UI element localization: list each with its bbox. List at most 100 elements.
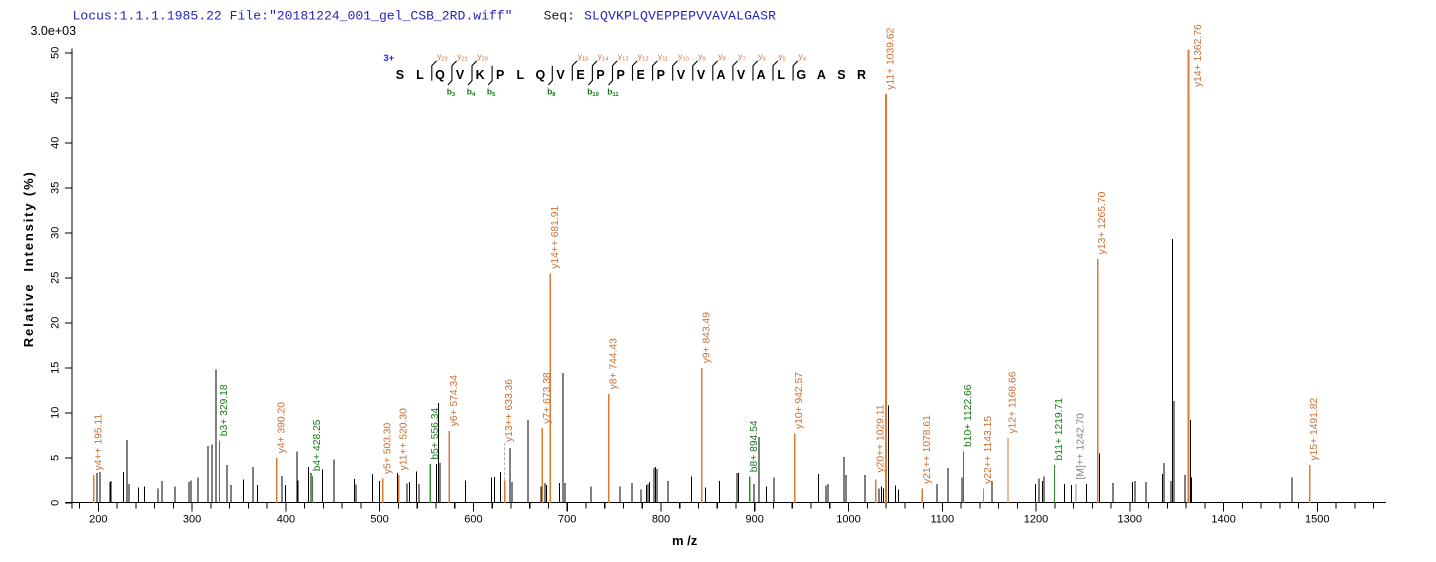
svg-text:3+: 3+ [383, 53, 394, 64]
svg-text:A: A [716, 68, 725, 82]
svg-text:Q: Q [435, 68, 445, 82]
svg-text:y22++ 1143.15: y22++ 1143.15 [983, 416, 994, 484]
svg-text:1400: 1400 [1211, 514, 1235, 526]
svg-text:y14+ 1362.76: y14+ 1362.76 [1193, 24, 1204, 87]
svg-text:E: E [637, 68, 645, 82]
svg-text:y4+ 390.20: y4+ 390.20 [276, 402, 287, 454]
svg-text:y9+ 843.49: y9+ 843.49 [701, 312, 712, 364]
svg-text:y8: y8 [718, 51, 725, 62]
svg-text:y10: y10 [678, 51, 689, 62]
svg-text:25: 25 [50, 272, 62, 284]
svg-text:y13: y13 [618, 51, 629, 62]
svg-text:200: 200 [89, 514, 107, 526]
svg-text:y6+ 574.34: y6+ 574.34 [449, 375, 460, 427]
svg-text:y15+ 1491.82: y15+ 1491.82 [1309, 398, 1320, 461]
svg-text:P: P [617, 68, 625, 82]
svg-text:400: 400 [277, 514, 295, 526]
svg-text:b3+ 329.18: b3+ 329.18 [219, 384, 230, 436]
svg-text:300: 300 [183, 514, 201, 526]
svg-text:b3: b3 [447, 87, 456, 98]
svg-text:10: 10 [50, 407, 62, 419]
svg-text:500: 500 [370, 514, 388, 526]
svg-text:1500: 1500 [1305, 514, 1329, 526]
svg-text:y20++ 1029.11: y20++ 1029.11 [875, 404, 886, 472]
svg-text:1200: 1200 [1024, 514, 1048, 526]
svg-text:y13++ 633.36: y13++ 633.36 [504, 379, 515, 442]
svg-text:40: 40 [50, 137, 62, 149]
svg-text:y7+ 673.38: y7+ 673.38 [542, 372, 553, 424]
svg-text:[M]++ 1242.70: [M]++ 1242.70 [1076, 413, 1087, 480]
svg-text:1000: 1000 [836, 514, 860, 526]
svg-text:b11+ 1219.71: b11+ 1219.71 [1054, 398, 1065, 461]
svg-text:b10: b10 [587, 87, 599, 98]
svg-text:b8+ 894.54: b8+ 894.54 [749, 420, 760, 472]
svg-text:y7: y7 [738, 51, 745, 62]
svg-text:y14: y14 [598, 51, 609, 62]
svg-text:600: 600 [464, 514, 482, 526]
svg-text:y11: y11 [658, 51, 668, 62]
svg-text:L: L [777, 68, 785, 82]
svg-text:V: V [556, 68, 565, 82]
svg-text:y22: y22 [437, 51, 448, 62]
svg-text:b10+ 1122.66: b10+ 1122.66 [963, 384, 974, 447]
svg-text:m /z: m /z [672, 533, 698, 548]
svg-text:y12+ 1168.66: y12+ 1168.66 [1008, 371, 1019, 433]
svg-text:y11++ 520.30: y11++ 520.30 [398, 408, 409, 470]
svg-text:1100: 1100 [930, 514, 954, 526]
svg-text:50: 50 [50, 47, 62, 59]
svg-text:L: L [516, 68, 524, 82]
svg-text:y4++ 195.11: y4++ 195.11 [93, 414, 104, 471]
svg-text:y13+ 1265.70: y13+ 1265.70 [1097, 191, 1108, 254]
svg-text:L: L [416, 68, 424, 82]
svg-text:y21++ 1078.61: y21++ 1078.61 [922, 415, 933, 484]
svg-text:y20: y20 [477, 51, 488, 62]
svg-text:SLQVKPLQVEPPEPVVAVALGASR: SLQVKPLQVEPPEPVVAVALGASR [584, 9, 776, 24]
svg-text:E: E [576, 68, 584, 82]
svg-text:35: 35 [50, 182, 62, 194]
svg-text:A: A [757, 68, 766, 82]
svg-text:V: V [737, 68, 746, 82]
svg-text:3.0e+03: 3.0e+03 [31, 24, 77, 38]
svg-text:V: V [456, 68, 465, 82]
svg-text:1300: 1300 [1118, 514, 1142, 526]
svg-text:P: P [496, 68, 504, 82]
svg-text:y9: y9 [698, 51, 705, 62]
svg-text:b8: b8 [547, 87, 556, 98]
svg-text:b4+ 428.25: b4+ 428.25 [312, 419, 323, 471]
svg-text:b11: b11 [607, 87, 619, 98]
svg-text:P: P [657, 68, 665, 82]
svg-text:S: S [396, 68, 404, 82]
svg-text:700: 700 [558, 514, 576, 526]
svg-text:y14++ 681.91: y14++ 681.91 [550, 206, 561, 269]
svg-text:y5: y5 [778, 51, 785, 62]
svg-text:15: 15 [50, 362, 62, 374]
svg-text:900: 900 [746, 514, 764, 526]
svg-text:Seq:: Seq: [544, 9, 575, 24]
svg-text:P: P [596, 68, 604, 82]
svg-text:800: 800 [652, 514, 670, 526]
svg-text:Q: Q [536, 68, 546, 82]
svg-text:V: V [677, 68, 686, 82]
svg-text:y10+ 942.57: y10+ 942.57 [794, 372, 805, 429]
svg-text:y15: y15 [578, 51, 589, 62]
svg-text:y6: y6 [758, 51, 765, 62]
svg-text:b4: b4 [467, 87, 476, 98]
svg-text:y11+ 1039.62: y11+ 1039.62 [886, 27, 897, 89]
svg-text:y21: y21 [457, 51, 468, 62]
svg-text:K: K [476, 68, 485, 82]
svg-text:5: 5 [50, 455, 62, 461]
svg-text:R: R [857, 68, 866, 82]
svg-text:Locus:1.1.1.1985.22 File:"2018: Locus:1.1.1.1985.22 File:"20181224_001_g… [73, 9, 513, 24]
svg-text:Relative Intensity (%): Relative Intensity (%) [21, 170, 36, 347]
svg-text:0: 0 [50, 500, 62, 506]
svg-text:y4: y4 [799, 51, 807, 62]
svg-text:V: V [697, 68, 706, 82]
svg-text:45: 45 [50, 92, 62, 104]
svg-text:b5+ 556.34: b5+ 556.34 [430, 408, 441, 460]
svg-text:G: G [796, 68, 806, 82]
svg-text:A: A [817, 68, 826, 82]
svg-text:y12: y12 [638, 51, 649, 62]
svg-text:y5+ 503.30: y5+ 503.30 [382, 422, 393, 474]
svg-text:20: 20 [50, 317, 62, 329]
svg-text:30: 30 [50, 227, 62, 239]
